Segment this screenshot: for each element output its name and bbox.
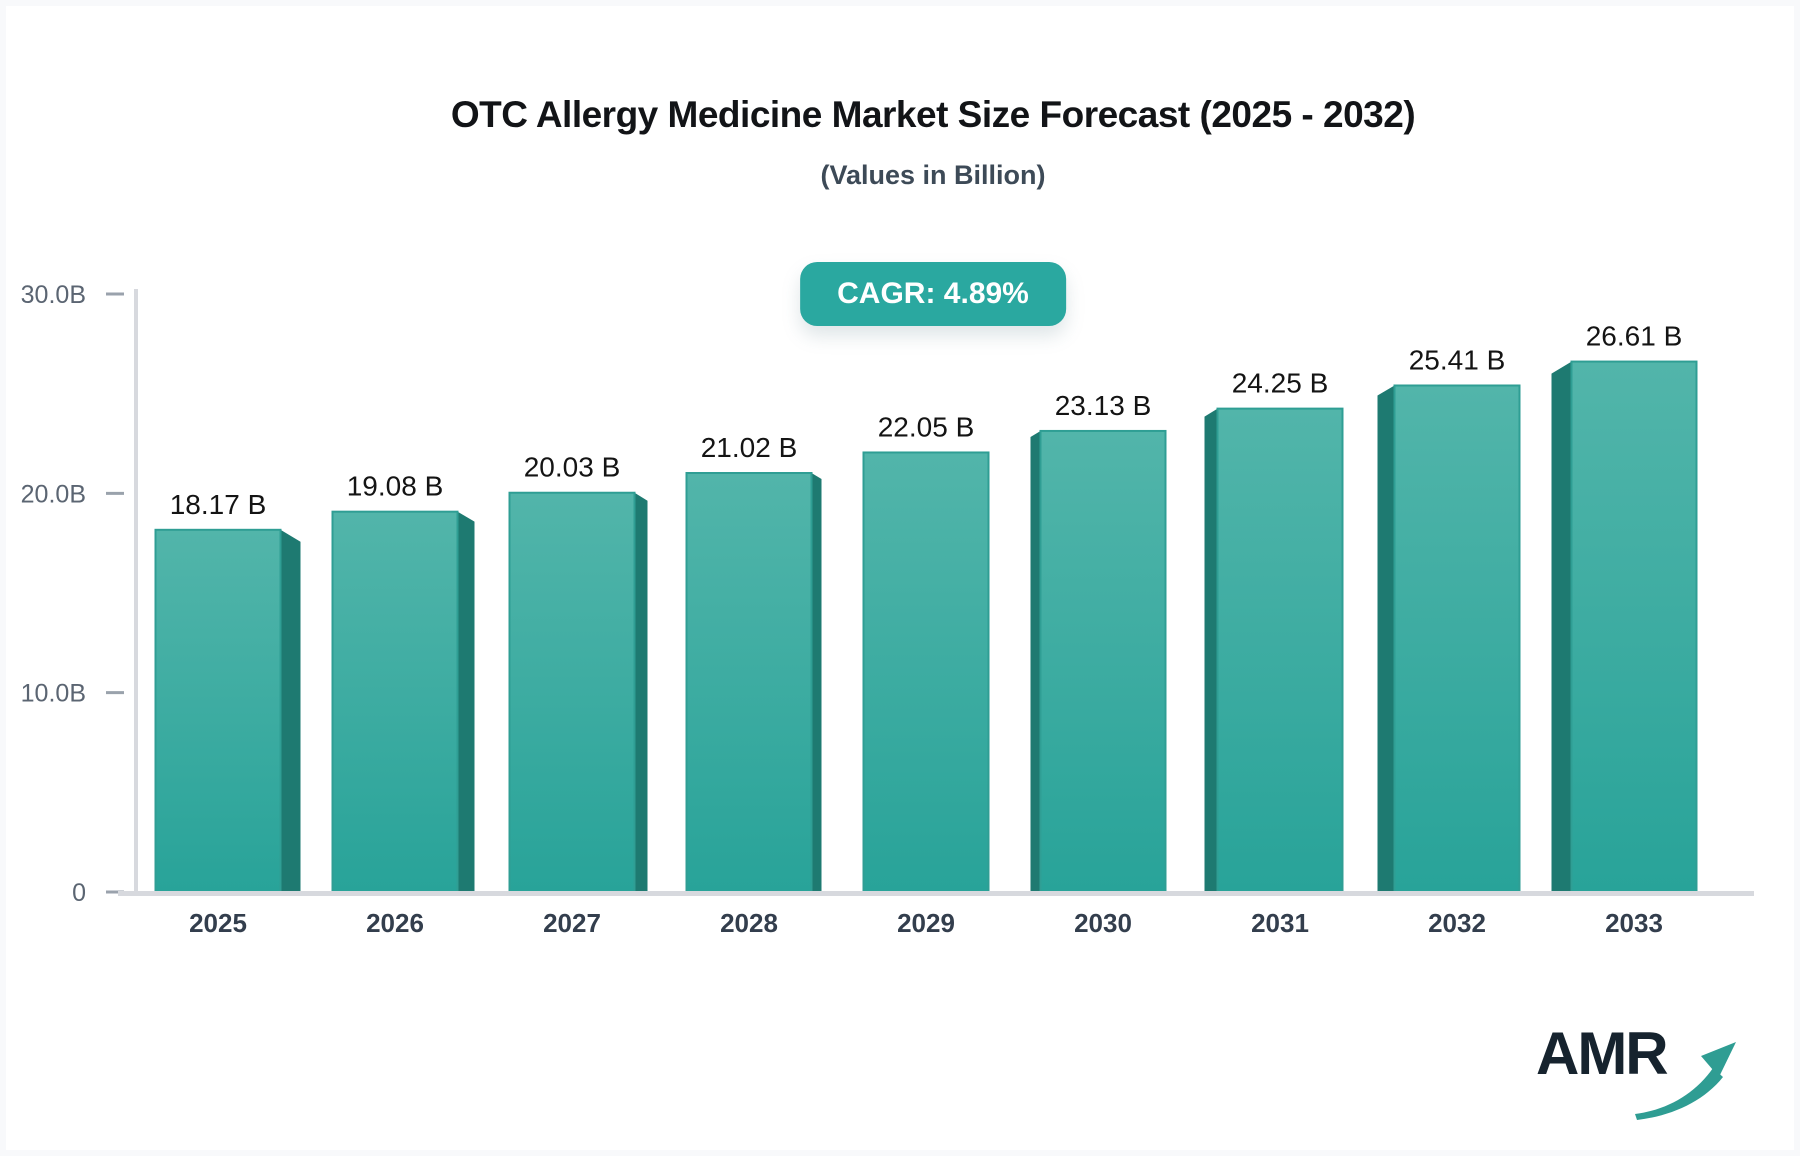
bar-side-face bbox=[811, 473, 822, 892]
cagr-badge: CAGR: 4.89% bbox=[800, 262, 1066, 326]
y-tick-label: 20.0B bbox=[21, 480, 86, 508]
bar bbox=[1216, 407, 1344, 893]
x-axis-label: 2027 bbox=[543, 908, 601, 938]
bar-value-label: 25.41 B bbox=[1409, 344, 1506, 375]
amr-logo-text: AMR bbox=[1536, 1020, 1669, 1087]
bar-value-label: 20.03 B bbox=[524, 452, 621, 483]
bar bbox=[1393, 384, 1521, 893]
bar-chart: 30.0B 20.0B 10.0B 0 18.17 B 2025 19.08 B 2026 20… bbox=[21, 281, 1754, 938]
bar-value-label: 19.08 B bbox=[347, 471, 444, 502]
bar bbox=[508, 491, 636, 893]
bar-value-label: 22.05 B bbox=[878, 411, 975, 442]
bar-side-face bbox=[457, 511, 475, 892]
bar-side-face bbox=[1377, 385, 1395, 892]
y-tick-label: 30.0B bbox=[21, 281, 86, 309]
y-tick-label: 0 bbox=[72, 879, 86, 907]
bar bbox=[685, 472, 813, 893]
bar-value-label: 23.13 B bbox=[1055, 390, 1152, 421]
bar-side-face bbox=[1030, 430, 1041, 892]
bar-value-label: 24.25 B bbox=[1232, 368, 1329, 399]
amr-logo: AMR bbox=[1536, 1024, 1745, 1122]
x-axis-label: 2029 bbox=[897, 908, 955, 938]
x-axis-label: 2028 bbox=[720, 908, 778, 938]
bar-side-face bbox=[1551, 361, 1572, 893]
bar-value-label: 26.61 B bbox=[1586, 321, 1683, 352]
x-axis-label: 2032 bbox=[1428, 908, 1486, 938]
bar bbox=[331, 510, 459, 893]
x-axis-label: 2033 bbox=[1605, 908, 1663, 938]
x-axis-line bbox=[118, 891, 1754, 896]
bar bbox=[1039, 429, 1167, 893]
page-subtitle: (Values in Billion) bbox=[820, 160, 1046, 190]
page-title: OTC Allergy Medicine Market Size Forecas… bbox=[450, 94, 1416, 135]
bar-side-face bbox=[280, 529, 301, 892]
bar bbox=[862, 451, 990, 893]
bar-value-label: 21.02 B bbox=[701, 432, 798, 463]
x-axis-label: 2025 bbox=[189, 908, 247, 938]
y-axis-line bbox=[134, 289, 138, 894]
bar-side-face bbox=[634, 492, 648, 892]
x-axis-label: 2026 bbox=[366, 908, 424, 938]
x-axis-label: 2030 bbox=[1074, 908, 1132, 938]
bar-value-label: 18.17 B bbox=[170, 489, 267, 520]
bar bbox=[154, 528, 282, 893]
chart-header: OTC Allergy Medicine Market Size Forecas… bbox=[60, 94, 1794, 191]
x-axis-label: 2031 bbox=[1251, 908, 1309, 938]
y-tick-label: 10.0B bbox=[21, 680, 86, 708]
bar-side-face bbox=[1204, 408, 1218, 892]
bar bbox=[1570, 360, 1698, 894]
growth-arrow-icon bbox=[1634, 1042, 1736, 1120]
